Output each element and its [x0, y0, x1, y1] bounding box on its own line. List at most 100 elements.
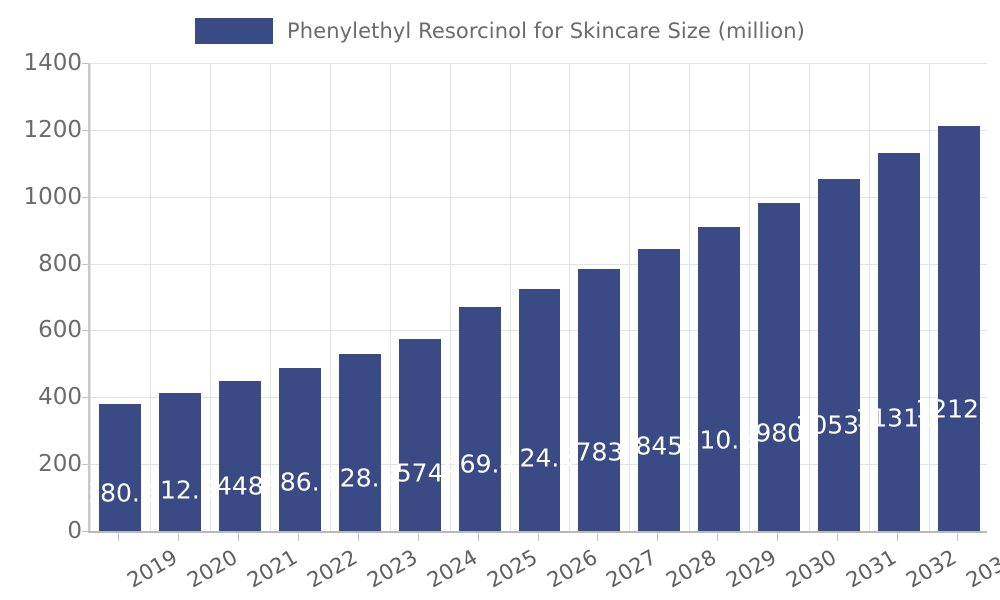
bar-value-label: 783	[575, 437, 624, 467]
bar[interactable]	[398, 339, 441, 531]
x-axis-tick-mark	[657, 533, 658, 541]
bar[interactable]	[578, 269, 621, 531]
x-axis-tick-mark	[418, 533, 419, 541]
x-axis-tick-mark	[178, 533, 179, 541]
y-axis-tick-label: 1000	[23, 183, 82, 210]
x-axis-tick-mark	[118, 533, 119, 541]
bar[interactable]	[698, 226, 741, 531]
x-axis-tick-mark	[358, 533, 359, 541]
x-axis-tick-label: 2021	[242, 545, 302, 593]
bar[interactable]	[98, 403, 141, 531]
bar[interactable]	[818, 178, 861, 531]
x-axis-tick-label: 2026	[542, 545, 601, 593]
y-axis-tick-label: 1200	[23, 116, 82, 143]
bar[interactable]	[938, 125, 980, 531]
bar-value-label: 980	[755, 418, 804, 448]
vertical-gridline	[510, 63, 511, 531]
bar-value-label: 528.5	[323, 463, 396, 493]
y-axis-tick-label: 0	[67, 518, 82, 544]
x-axis-tick-mark	[957, 533, 958, 541]
bar-value-label: 669.4	[443, 449, 516, 479]
bar-value-label: 910.5	[683, 425, 756, 455]
vertical-gridline	[809, 63, 810, 531]
bar-value-label: 1053.3	[795, 410, 883, 440]
y-axis-tick-label: 1400	[23, 50, 82, 76]
vertical-gridline	[929, 63, 930, 531]
y-axis-tick-mark	[82, 129, 88, 131]
bar[interactable]	[278, 368, 321, 531]
vertical-gridline	[270, 63, 271, 531]
bar[interactable]	[218, 381, 261, 531]
x-axis-tick-mark	[478, 533, 479, 541]
x-axis-tick-label: 2022	[302, 545, 362, 593]
y-axis: 0 200 400 600 800 1000 1200 1400	[0, 0, 88, 600]
gridline-1000	[90, 196, 987, 198]
y-axis-tick-mark	[82, 263, 88, 265]
bar-value-label: 412.5	[144, 475, 216, 505]
x-axis-tick-label: 2032	[902, 545, 961, 593]
vertical-gridline	[210, 63, 211, 531]
vertical-gridline	[749, 63, 750, 531]
vertical-gridline	[869, 63, 870, 531]
bar[interactable]	[458, 307, 501, 531]
vertical-gridline	[689, 63, 690, 531]
vertical-gridline	[629, 63, 630, 531]
bar[interactable]	[878, 152, 921, 531]
x-axis-tick-label: 2028	[662, 545, 721, 593]
x-axis-tick-mark	[597, 533, 598, 541]
x-axis-tick-label: 2025	[482, 545, 542, 593]
y-axis-tick-label: 800	[38, 250, 82, 277]
bar-value-label: 1131.3	[855, 403, 943, 433]
chart-legend: Phenylethyl Resorcinol for Skincare Size…	[0, 14, 1000, 48]
y-axis-tick-mark	[82, 196, 88, 198]
x-axis-tick-mark	[897, 533, 898, 541]
x-axis-tick-mark	[717, 533, 718, 541]
bar-series: 380.1 412.5 448 486.5 528.5 574 669.4 724.5 783 8…	[90, 63, 987, 531]
bar-value-label: 380.1	[88, 478, 156, 508]
legend-label-series-1: Phenylethyl Resorcinol for Skincare Size…	[287, 19, 805, 43]
bar-value-label: 486.5	[263, 467, 336, 497]
x-axis-tick-mark	[538, 533, 539, 541]
bar-value-label: 845	[635, 431, 684, 461]
gridline-1200	[90, 129, 987, 131]
vertical-gridline	[90, 63, 91, 531]
bar[interactable]	[518, 288, 561, 531]
gridline-800	[90, 263, 987, 265]
bar-value-label: 448	[215, 471, 264, 501]
bar[interactable]	[338, 354, 381, 531]
vertical-gridline	[569, 63, 570, 531]
vertical-gridline	[390, 63, 391, 531]
x-axis-tick-mark	[777, 533, 778, 541]
bar-value-label: 574	[395, 458, 444, 488]
legend-swatch-series-1	[195, 18, 274, 44]
gridline-1400	[90, 63, 987, 64]
vertical-gridline	[330, 63, 331, 531]
y-axis-tick-mark	[82, 63, 88, 64]
bar-value-label: 1212.3	[915, 394, 987, 424]
y-axis-tick-mark	[82, 397, 88, 399]
y-axis-tick-mark	[82, 531, 88, 532]
vertical-gridline	[450, 63, 451, 531]
x-axis-tick-label: 2024	[422, 545, 482, 593]
y-axis-tick-label: 200	[38, 451, 82, 478]
y-axis-tick-label: 400	[38, 384, 82, 411]
bar-value-label: 724.5	[503, 443, 576, 473]
x-axis-tick-label: 2020	[183, 545, 242, 593]
y-axis-tick-label: 600	[38, 317, 82, 344]
bar[interactable]	[638, 248, 681, 531]
x-axis-tick-label: 2030	[782, 545, 841, 593]
vertical-gridline	[150, 63, 151, 531]
y-axis-tick-mark	[82, 464, 88, 466]
x-axis-tick-label: 2023	[362, 545, 422, 593]
bar[interactable]	[158, 393, 201, 531]
x-axis-tick-mark	[837, 533, 838, 541]
x-axis-tick-mark	[238, 533, 239, 541]
y-axis-tick-mark	[82, 330, 88, 332]
x-axis-tick-label: 2031	[842, 545, 901, 593]
x-axis-tick-label: 2027	[602, 545, 661, 593]
x-axis-tick-label: 2019	[123, 545, 182, 593]
x-axis-tick-label: 2033	[962, 545, 1000, 593]
bar[interactable]	[758, 203, 801, 531]
